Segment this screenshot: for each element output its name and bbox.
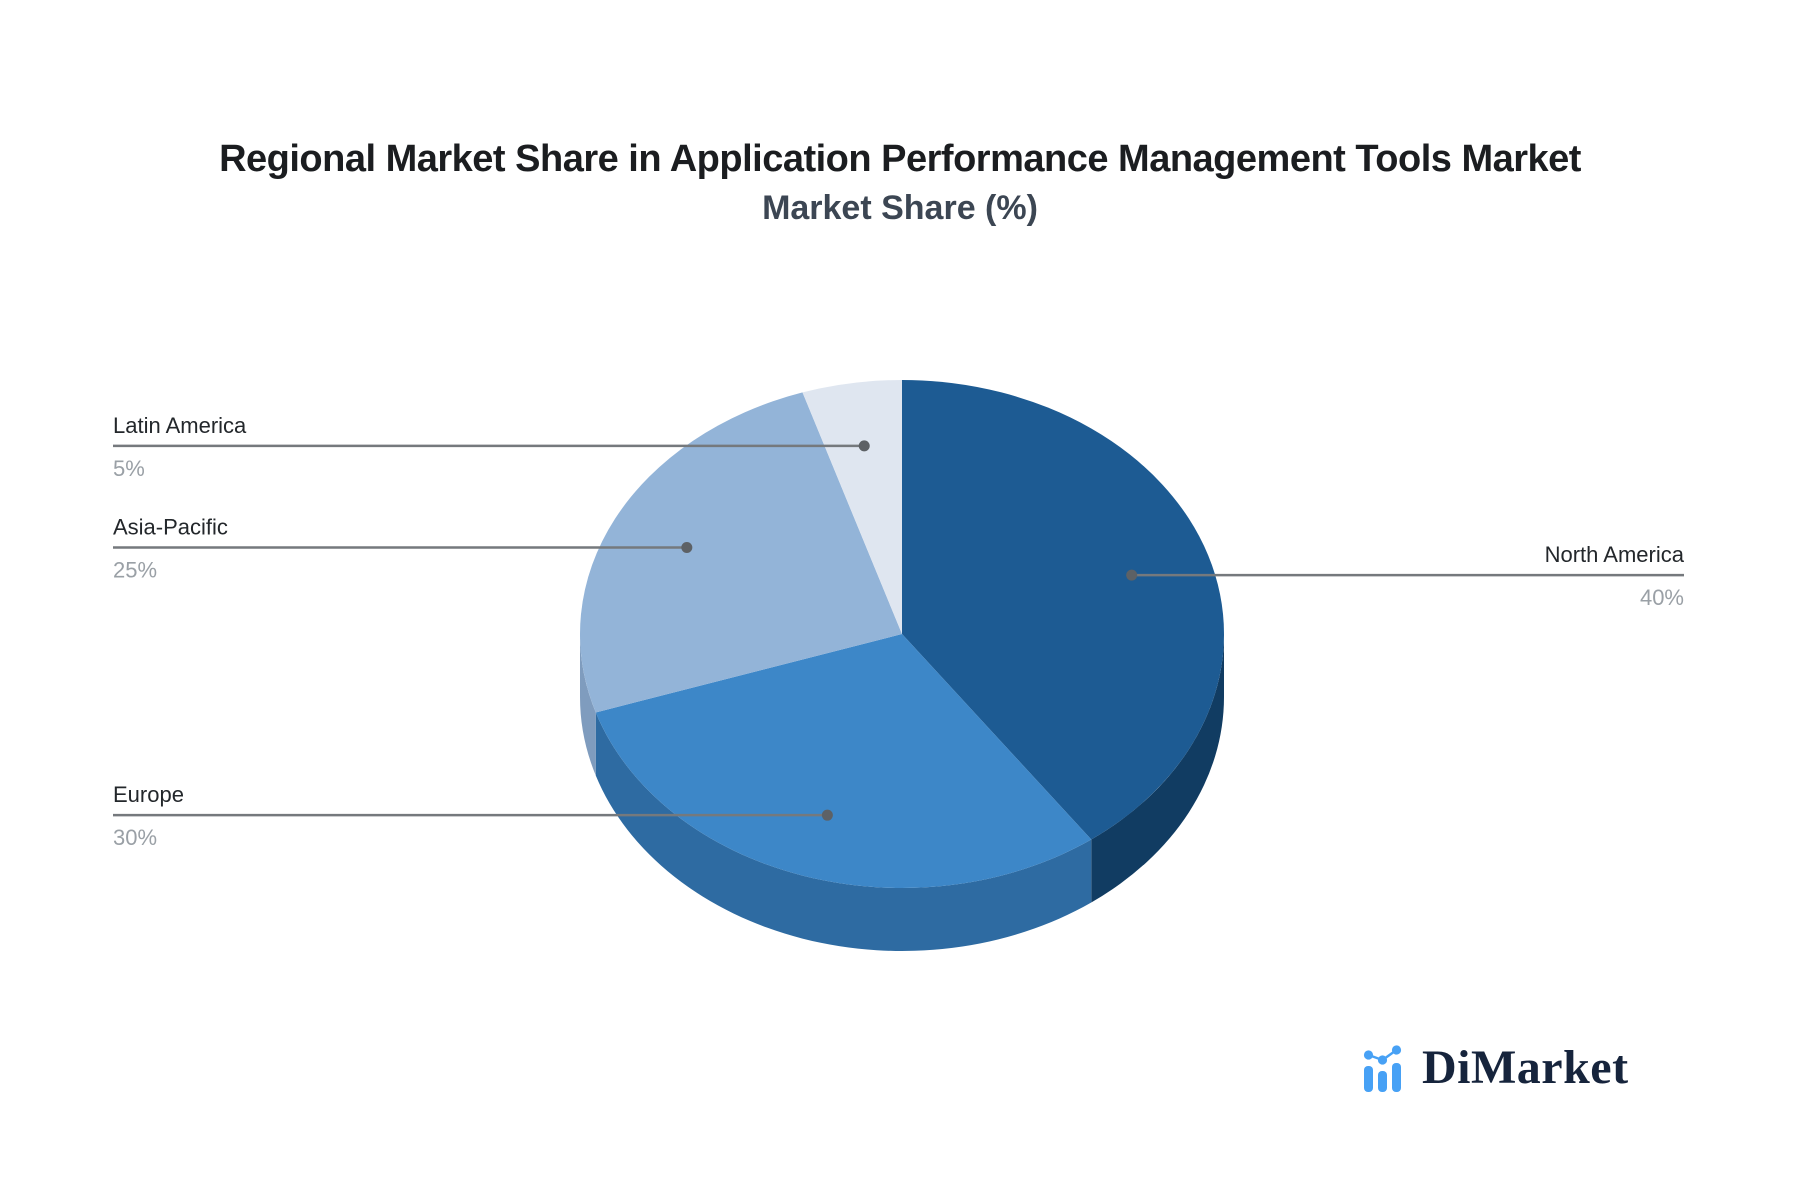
logo-bar-2	[1378, 1071, 1387, 1092]
slice-label-europe: Europe	[113, 782, 184, 807]
logo-bar-3	[1392, 1063, 1401, 1092]
logo-dot-3	[1391, 1045, 1402, 1055]
pie-slice-north-america	[902, 380, 1225, 840]
chart-subtitle: Market Share (%)	[762, 189, 1038, 227]
pie-slice-europe	[595, 634, 1092, 889]
pie-slice-latin-america	[802, 380, 902, 634]
pie-slice-asia-pacific	[580, 392, 902, 713]
dimarket-logo: DiMarket	[1362, 1038, 1629, 1094]
logo-bar-1	[1364, 1066, 1373, 1092]
slice-label-latin-america: Latin America	[113, 413, 247, 438]
dimarket-logo-icon	[1363, 1045, 1402, 1092]
slice-label-asia-pacific: Asia-Pacific	[113, 515, 228, 540]
leader-dot-europe	[821, 809, 833, 821]
pie-side-europe	[595, 712, 1092, 952]
slice-pct-asia-pacific: 25%	[113, 558, 157, 583]
pie-side-north-america	[1091, 634, 1224, 903]
logo-dot-2	[1377, 1055, 1388, 1065]
slice-pct-europe: 30%	[113, 825, 157, 850]
logo-text: DiMarket	[1422, 1041, 1629, 1094]
chart-title: Regional Market Share in Application Per…	[219, 138, 1581, 180]
slice-pct-north-america: 40%	[1640, 585, 1684, 610]
leader-dot-asia-pacific	[681, 542, 693, 554]
slice-pct-latin-america: 5%	[113, 456, 145, 481]
slice-label-north-america: North America	[1545, 542, 1685, 567]
pie-side-asia-pacific	[580, 634, 596, 776]
logo-dot-1	[1363, 1050, 1374, 1060]
leader-dot-latin-america	[858, 440, 870, 452]
leader-dot-north-america	[1126, 569, 1138, 581]
